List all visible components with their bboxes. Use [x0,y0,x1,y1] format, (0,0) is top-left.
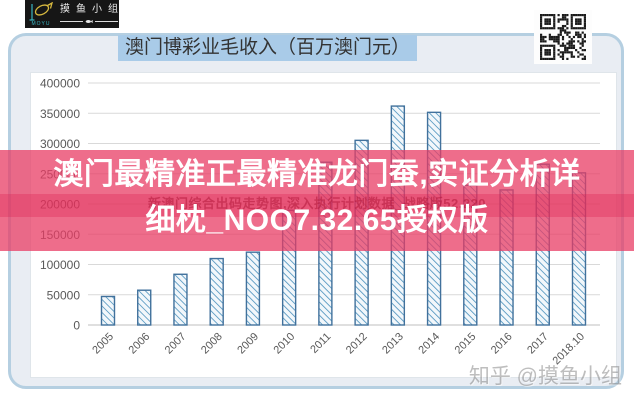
bar-2009 [245,251,261,326]
overlay-inner-band [0,194,634,217]
overlay-text-line2: 细枕_NOO7.32.65授权版 [145,204,489,237]
small-fish-icon [83,17,95,25]
qr-code [534,10,592,64]
x-tick-label: 2009 [235,331,261,357]
x-tick-label: 2015 [453,331,479,357]
bar-2008 [209,257,224,326]
logo-group-name: 摸鱼小组 [60,3,124,15]
overlay-text-line1: 澳门最精准正最精准龙门蚕,实证分析详 [53,158,581,191]
x-tick-label: 2008 [199,331,225,357]
x-tick-label: 2016 [489,331,515,357]
x-tick-label: 2011 [308,331,333,356]
overlay-watermark-text: 澳门最精准正最精准龙门蚕,实证分析详 细枕_NOO7.32.65授权版 [0,152,634,244]
logo-subtext: MOYU [31,20,51,27]
overlay-band [0,150,634,251]
x-tick-label: 2017 [525,331,551,357]
fish-line-icon [29,1,53,21]
zhihu-watermark: 知乎 @摸鱼小组 [468,365,622,388]
x-tick-label: 2014 [416,331,442,357]
logo-divider [60,17,118,25]
bar-2007 [173,273,188,326]
x-tick-label: 2005 [90,331,116,357]
moyu-logo: MOYU 摸鱼小组 [25,0,119,28]
x-tick-label: 2013 [380,331,406,357]
y-tick-label: 0 [73,319,80,333]
bar-2006 [137,289,152,326]
overlay-sub-text: 新澳门综合出码走势图,深入执行计划数据_战略版52.220 [147,196,487,211]
y-tick-label: 350000 [40,107,80,121]
chart-title: 澳门博彩业毛收入（百万澳门元） [118,35,418,61]
y-tick-label: 300000 [40,137,80,151]
qr-code-icon [540,14,586,60]
x-tick-label: 2010 [271,331,297,357]
bar-2005 [100,295,116,326]
y-tick-label: 50000 [47,288,81,302]
x-tick-label: 2006 [127,331,153,357]
logo-mark: MOYU [28,1,54,27]
x-tick-label: 2012 [344,331,370,357]
y-tick-label: 400000 [40,77,80,91]
x-tick-label: 2007 [163,331,189,357]
y-tick-label: 100000 [40,258,80,272]
